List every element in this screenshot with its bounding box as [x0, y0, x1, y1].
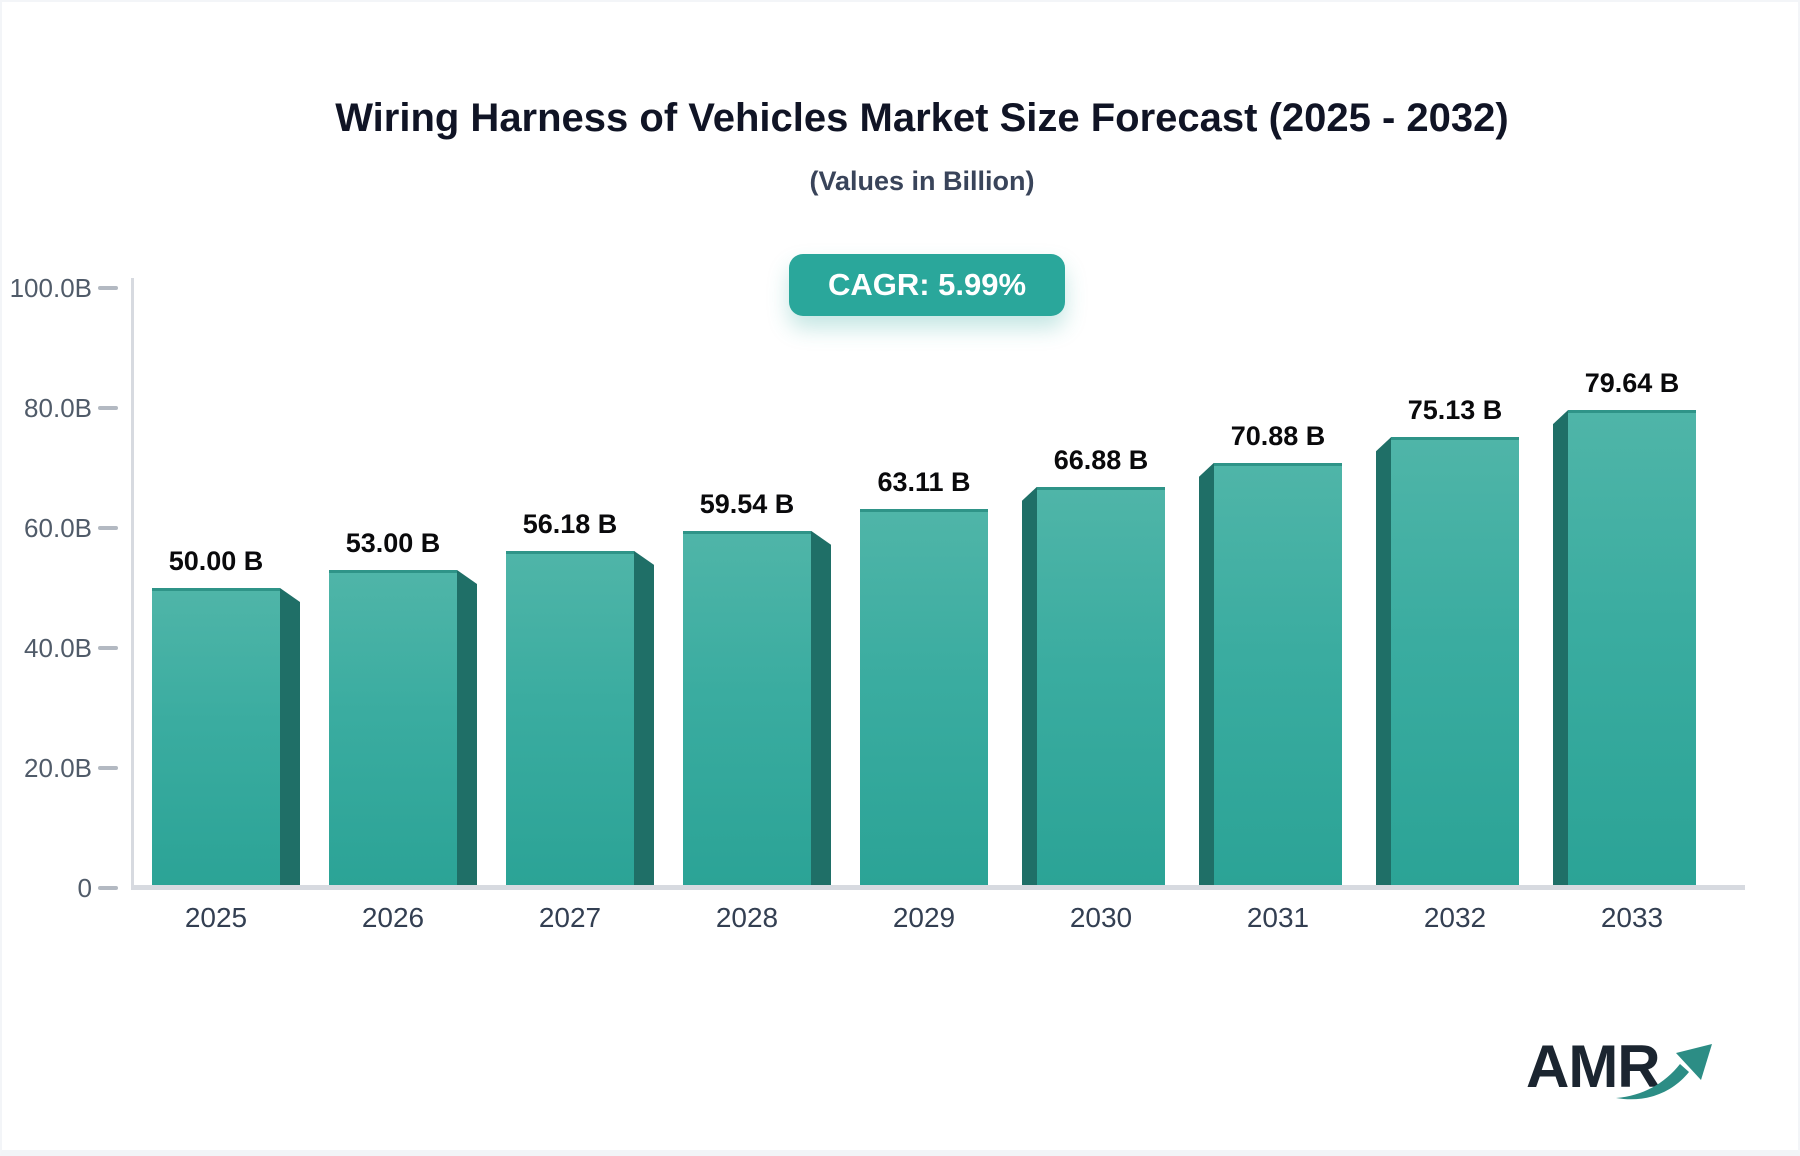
bar-value-label: 75.13 B: [1407, 395, 1503, 426]
x-axis-label-2028: 2028: [715, 902, 779, 933]
y-axis-tick-label: 40.0B: [24, 633, 92, 663]
x-axis-line: [131, 885, 1745, 890]
bar-2033: [1568, 410, 1696, 888]
y-axis-tick: [98, 526, 118, 530]
y-axis-tick: [98, 886, 118, 890]
x-axis-label-2026: 2026: [361, 902, 425, 933]
bar-2025: [152, 588, 280, 888]
y-axis-tick-label: 80.0B: [24, 393, 92, 423]
y-axis-tick-label: 20.0B: [24, 753, 92, 783]
y-axis-tick: [98, 646, 118, 650]
y-axis-tick: [98, 766, 118, 770]
chart-subtitle: (Values in Billion): [809, 166, 1035, 196]
bar-value-label: 70.88 B: [1230, 420, 1326, 451]
bar-value-label: 50.00 B: [168, 546, 264, 576]
y-axis-tick-label: 0: [77, 873, 92, 903]
bar-2028: [683, 530, 811, 888]
chart-title: Wiring Harness of Vehicles Market Size F…: [335, 96, 1509, 140]
bar-value-label: 59.54 B: [699, 488, 795, 519]
x-axis-label-2027: 2027: [538, 902, 602, 933]
bar-side-face: [1376, 437, 1391, 888]
amr-logo: AMR: [1526, 1032, 1746, 1112]
bar-2030: [1037, 486, 1165, 888]
bar-side-face: [634, 550, 654, 888]
cagr-badge: CAGR: 5.99%: [789, 254, 1065, 316]
amr-logo-text: AMR: [1526, 1033, 1661, 1100]
y-axis-tick-label: 60.0B: [24, 513, 92, 543]
bar-side-face: [1022, 486, 1037, 888]
x-axis-label-2033: 2033: [1600, 902, 1664, 933]
y-axis-line: [131, 278, 134, 889]
bar-2029: [860, 509, 988, 888]
bar-2032: [1391, 437, 1519, 888]
bar-side-face: [1199, 462, 1214, 888]
x-axis-label-2030: 2030: [1069, 902, 1133, 933]
bar-side-face: [457, 570, 477, 888]
bar-value-label: 79.64 B: [1584, 368, 1680, 399]
x-axis-label-2032: 2032: [1423, 902, 1487, 933]
cagr-badge-label: CAGR: 5.99%: [827, 267, 1027, 302]
bar-value-label: 66.88 B: [1053, 444, 1149, 475]
trend-up-arrow-icon: [1616, 1044, 1712, 1100]
y-axis-tick-label: 100.0B: [9, 273, 92, 303]
bar-value-label: 53.00 B: [345, 528, 441, 558]
bar-side-face: [280, 588, 300, 888]
bar-2031: [1214, 462, 1342, 888]
bar-value-label: 56.18 B: [522, 508, 618, 539]
y-axis-tick: [98, 406, 118, 410]
bar-side-face: [1553, 410, 1568, 888]
bar-value-label: 63.11 B: [877, 467, 971, 498]
x-axis-label-2029: 2029: [892, 902, 956, 933]
y-axis-tick: [98, 286, 118, 290]
x-axis-label-2031: 2031: [1246, 902, 1310, 933]
bar-side-face: [811, 530, 831, 888]
bar-2026: [329, 570, 457, 888]
bar-2027: [506, 550, 634, 888]
x-axis-label-2025: 2025: [184, 902, 248, 933]
